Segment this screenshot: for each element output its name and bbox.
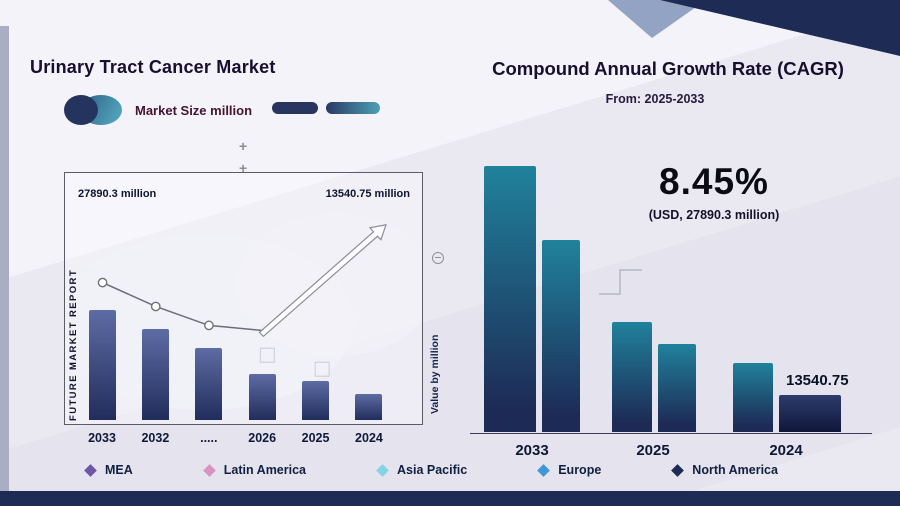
market-bars [89, 300, 382, 420]
axis-baseline [470, 432, 872, 434]
market-xlabel: 2033 [88, 431, 116, 445]
bottom-edge-strip [0, 491, 900, 506]
cagr-bar [733, 363, 773, 432]
pill-teal [326, 102, 380, 114]
legend-item: Asia Pacific [376, 463, 468, 477]
region-legend: MEA Latin America Asia Pacific Europe North … [84, 463, 778, 477]
pill-navy [272, 102, 318, 114]
cagr-bar [612, 322, 652, 432]
legend-item: North America [671, 463, 778, 477]
brand-vertical-label: FUTURE MARKET REPORT [68, 268, 79, 421]
legend-diamond-icon [376, 463, 389, 477]
cagr-bar [484, 166, 536, 432]
market-bar [89, 310, 116, 420]
legend-diamond-icon [202, 463, 216, 477]
cagr-basis: (USD, 27890.3 million) [648, 208, 780, 222]
market-xlabel: 2024 [355, 431, 383, 445]
market-bar [195, 348, 223, 420]
cagr-bar [779, 395, 841, 432]
market-xlabels: 2033 2032..... 2026 2025 2024 [82, 431, 389, 445]
market-xlabel: 2025 [301, 431, 330, 445]
legend-label: North America [692, 463, 778, 477]
legend-item: MEA [84, 463, 133, 477]
cagr-chart: 2033 2025 2024 13540.75 [470, 158, 872, 459]
plus-icon: + [239, 138, 248, 154]
market-xlabel: 2032 [141, 431, 170, 445]
step-decoration [599, 269, 642, 295]
value-axis-label: Value by million [429, 334, 441, 414]
pill-decoration [272, 102, 380, 114]
legend-label: Latin America [223, 463, 306, 477]
cagr-xlabel: 2024 [769, 442, 803, 459]
value-annotation: 13540.75 [786, 372, 849, 389]
market-bar [301, 381, 329, 420]
legend-label: MEA [105, 463, 133, 477]
market-bar [142, 329, 170, 420]
legend-diamond-icon [671, 463, 685, 477]
cylinder-icon [64, 95, 122, 125]
market-size-legend: Market Size million [64, 95, 252, 125]
legend-item: Europe [537, 463, 602, 477]
cagr-bar [658, 344, 696, 432]
cagr-xlabel: 2025 [636, 442, 670, 459]
cagr-value: 8.45% [659, 161, 769, 202]
cagr-subtitle: From: 2025-2033 [605, 92, 705, 106]
legend-label: Asia Pacific [397, 463, 468, 477]
legend-diamond-icon [537, 463, 551, 477]
plus-icon: + [239, 160, 248, 176]
legend-label: Europe [558, 463, 602, 477]
cagr-bar-group [484, 166, 580, 432]
cagr-xlabel: 2033 [515, 442, 549, 459]
legend-item: Latin America [202, 463, 306, 477]
market-bar [354, 394, 382, 420]
market-size-legend-label: Market Size million [135, 102, 253, 118]
market-bar [248, 374, 276, 420]
trend-marker [97, 277, 108, 288]
legend-diamond-icon [84, 463, 97, 477]
market-xlabel: ..... [200, 431, 218, 445]
left-chart-title: Urinary Tract Cancer Market [30, 57, 276, 77]
market-trend-chart: 27890.3 million 13540.75 million FUTURE … [64, 172, 423, 425]
cagr-groups: 2033 2025 2024 [470, 158, 872, 459]
cagr-title: Compound Annual Growth Rate (CAGR) [492, 58, 844, 79]
cagr-bar-group [612, 322, 696, 432]
cagr-bar [542, 240, 580, 432]
left-edge-strip [0, 26, 9, 506]
value-2024-label: 13540.75 million [325, 188, 410, 200]
cagr-bar-group [733, 363, 841, 432]
circle-minus-icon [432, 252, 444, 264]
value-2033-label: 27890.3 million [78, 188, 157, 200]
market-xlabel: 2026 [248, 431, 277, 445]
